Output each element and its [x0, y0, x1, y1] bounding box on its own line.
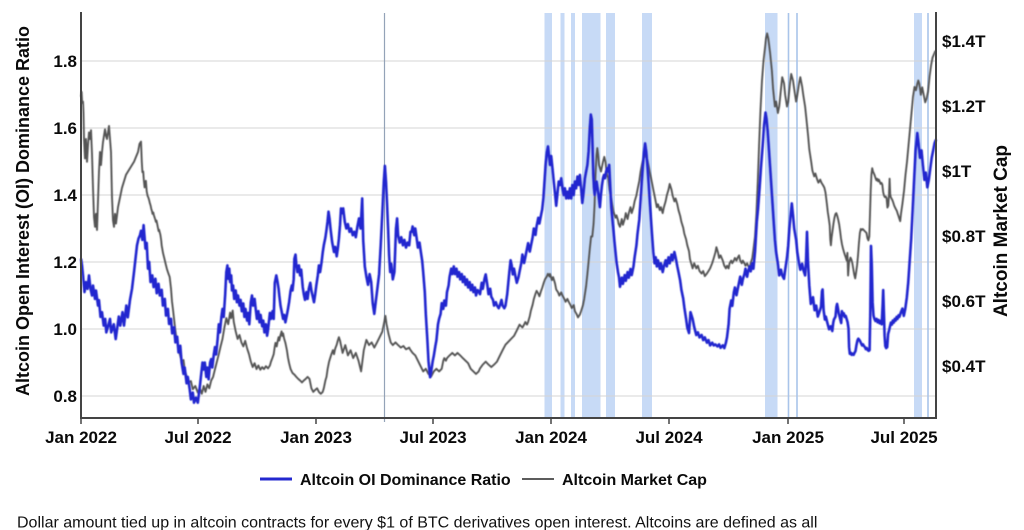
svg-text:Jul 2025: Jul 2025: [870, 428, 937, 447]
svg-text:1.0: 1.0: [53, 320, 77, 339]
svg-text:Altcoin Market Cap: Altcoin Market Cap: [562, 472, 707, 489]
svg-text:1.2: 1.2: [53, 253, 77, 272]
svg-text:1.8: 1.8: [53, 52, 77, 71]
svg-text:Jan 2022: Jan 2022: [45, 428, 117, 447]
svg-text:$0.4T: $0.4T: [942, 357, 986, 376]
svg-text:0.8: 0.8: [53, 387, 77, 406]
svg-text:$0.6T: $0.6T: [942, 292, 986, 311]
svg-text:Jan 2023: Jan 2023: [280, 428, 352, 447]
svg-text:Altcoin OI Dominance Ratio: Altcoin OI Dominance Ratio: [300, 472, 511, 489]
svg-text:Jul 2023: Jul 2023: [399, 428, 466, 447]
svg-text:$1T: $1T: [942, 162, 972, 181]
svg-text:1.6: 1.6: [53, 119, 77, 138]
svg-text:Jan 2025: Jan 2025: [752, 428, 824, 447]
svg-text:Jul 2024: Jul 2024: [635, 428, 703, 447]
svg-text:Dollar amount tied up in altco: Dollar amount tied up in altcoin contrac…: [17, 515, 817, 530]
svg-text:Altcoin Market Cap: Altcoin Market Cap: [991, 145, 1012, 317]
svg-text:Jan 2024: Jan 2024: [515, 428, 587, 447]
svg-text:1.4: 1.4: [53, 186, 77, 205]
svg-text:$1.4T: $1.4T: [942, 32, 986, 51]
svg-text:$0.8T: $0.8T: [942, 227, 986, 246]
svg-text:$1.2T: $1.2T: [942, 97, 986, 116]
svg-text:Jul 2022: Jul 2022: [164, 428, 231, 447]
svg-text:Altcoin Open Interest (OI) Dom: Altcoin Open Interest (OI) Dominance Rat…: [13, 26, 33, 396]
